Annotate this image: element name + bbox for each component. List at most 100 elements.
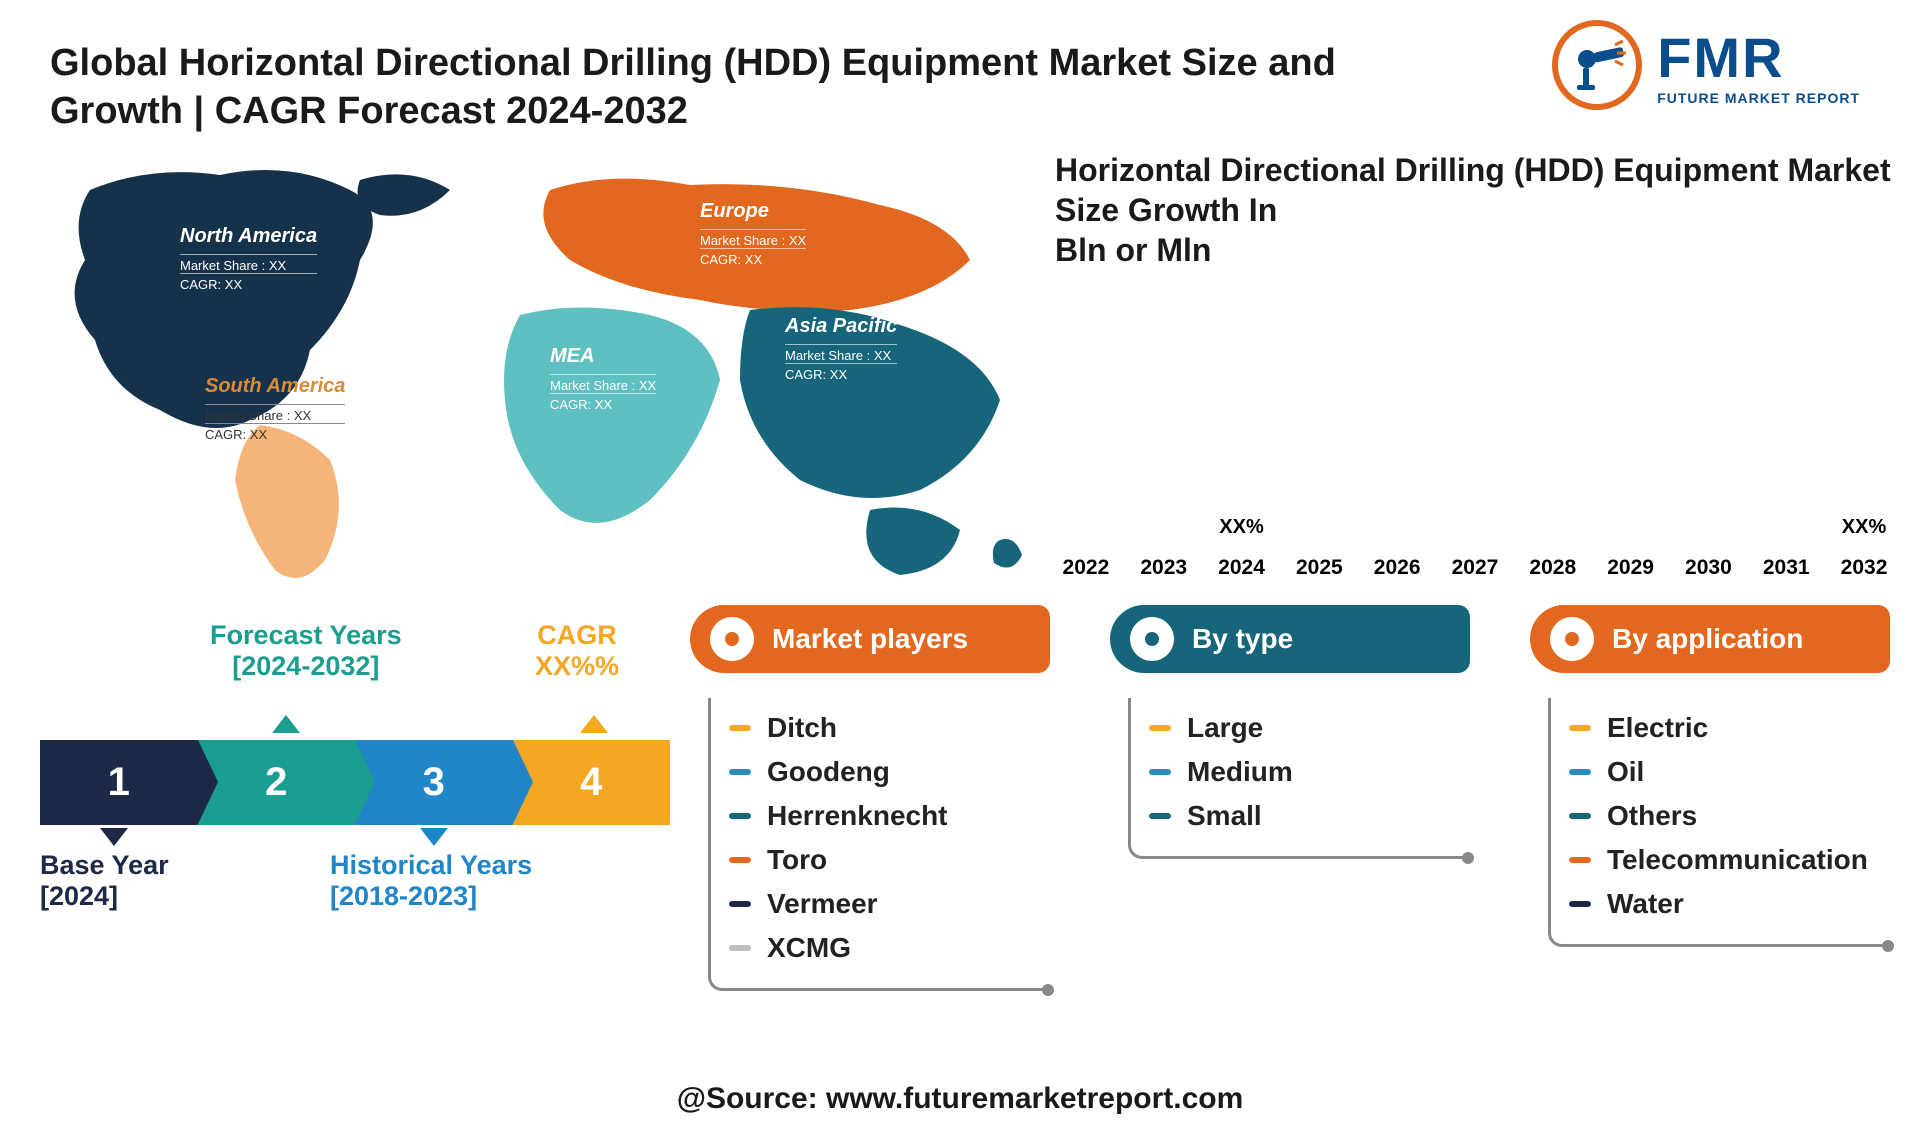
bullet-icon <box>729 857 751 863</box>
bar-x-label: 2032 <box>1841 556 1888 580</box>
list-item-label: Large <box>1187 712 1263 744</box>
category-title: By application <box>1612 623 1803 655</box>
timeline-step: 2 <box>198 740 356 825</box>
map-label-mea: MEA Market Share : XX CAGR: XX <box>550 345 656 412</box>
arrow-down-icon <box>100 828 128 846</box>
arrow-up-icon <box>272 715 300 733</box>
list-item-label: Others <box>1607 800 1697 832</box>
bullet-icon <box>1149 725 1171 731</box>
bar-x-label: 2029 <box>1607 556 1654 580</box>
timeline-step: 4 <box>513 740 671 825</box>
category-list: Electric Oil Others Telecommunication Water <box>1548 698 1890 947</box>
list-item-label: Medium <box>1187 756 1293 788</box>
bar-pct-label: XX% <box>1219 516 1263 539</box>
timeline-cagr: CAGR XX%% <box>535 620 619 682</box>
arrow-up-icon <box>580 715 608 733</box>
list-item: Medium <box>1149 750 1460 794</box>
category-list: Large Medium Small <box>1128 698 1470 859</box>
page-title: Global Horizontal Directional Drilling (… <box>50 40 1400 135</box>
arrow-down-icon <box>420 828 448 846</box>
category-title: By type <box>1192 623 1293 655</box>
source-attribution: @Source: www.futuremarketreport.com <box>0 1082 1920 1116</box>
chevron-right-icon <box>513 740 533 824</box>
chevron-right-icon <box>198 740 218 824</box>
list-item-label: Toro <box>767 844 827 876</box>
list-item: Telecommunication <box>1569 838 1880 882</box>
list-item-label: Water <box>1607 888 1684 920</box>
list-item: Goodeng <box>729 750 1040 794</box>
category-list: Ditch Goodeng Herrenknecht Toro Vermeer XCMG <box>708 698 1050 991</box>
bar-x-label: 2026 <box>1374 556 1421 580</box>
timeline: Forecast Years [2024-2032] CAGR XX%% 123… <box>40 620 670 920</box>
region-mea <box>504 308 720 523</box>
category-columns: Market players Ditch Goodeng Herrenknecht To… <box>690 605 1890 991</box>
list-item-label: Telecommunication <box>1607 844 1868 876</box>
bar-chart: Horizontal Directional Drilling (HDD) Eq… <box>1055 150 1895 590</box>
category-pill: By type <box>1110 605 1470 673</box>
timeline-step: 3 <box>355 740 513 825</box>
timeline-step: 1 <box>40 740 198 825</box>
bullet-icon <box>729 901 751 907</box>
map-label-na: North America Market Share : XX CAGR: XX <box>180 225 317 292</box>
bullet-icon <box>1149 769 1171 775</box>
list-item: XCMG <box>729 926 1040 970</box>
bullet-icon <box>1149 813 1171 819</box>
list-item: Vermeer <box>729 882 1040 926</box>
timeline-forecast: Forecast Years [2024-2032] <box>210 620 402 682</box>
list-item-label: Goodeng <box>767 756 890 788</box>
bar-x-label: 2030 <box>1685 556 1732 580</box>
list-item: Others <box>1569 794 1880 838</box>
pill-dot-icon <box>1130 617 1174 661</box>
bar-x-label: 2028 <box>1529 556 1576 580</box>
logo-text-sub: FUTURE MARKET REPORT <box>1657 90 1860 106</box>
list-item-label: Oil <box>1607 756 1644 788</box>
fmr-logo: FMR FUTURE MARKET REPORT <box>1552 20 1860 110</box>
telescope-icon <box>1552 20 1642 110</box>
list-item: Small <box>1149 794 1460 838</box>
list-item-label: Herrenknecht <box>767 800 948 832</box>
map-label-sa: South America Market Share : XX CAGR: XX <box>205 375 345 442</box>
region-south-america <box>235 425 339 578</box>
map-label-eu: Europe Market Share : XX CAGR: XX <box>700 200 806 267</box>
bullet-icon <box>729 813 751 819</box>
bar-x-label: 2025 <box>1296 556 1343 580</box>
timeline-historical: Historical Years [2018-2023] <box>330 850 532 912</box>
list-item: Electric <box>1569 706 1880 750</box>
list-item: Ditch <box>729 706 1040 750</box>
category-pill: By application <box>1530 605 1890 673</box>
category-column: By type Large Medium Small <box>1110 605 1470 991</box>
bar-x-label: 2027 <box>1452 556 1499 580</box>
bullet-icon <box>729 945 751 951</box>
bullet-icon <box>1569 901 1591 907</box>
list-item: Toro <box>729 838 1040 882</box>
bar-x-label: 2024 <box>1218 556 1265 580</box>
bullet-icon <box>729 769 751 775</box>
bullet-icon <box>1569 725 1591 731</box>
list-item: Herrenknecht <box>729 794 1040 838</box>
bar-pct-label: XX% <box>1842 516 1886 539</box>
list-item-label: Small <box>1187 800 1262 832</box>
bullet-icon <box>729 725 751 731</box>
category-column: By application Electric Oil Others Telecommu… <box>1530 605 1890 991</box>
list-item-label: Electric <box>1607 712 1708 744</box>
category-title: Market players <box>772 623 968 655</box>
chevron-right-icon <box>355 740 375 824</box>
bullet-icon <box>1569 857 1591 863</box>
timeline-base: Base Year [2024] <box>40 850 169 912</box>
pill-dot-icon <box>1550 617 1594 661</box>
bar-x-label: 2023 <box>1140 556 1187 580</box>
list-item-label: Vermeer <box>767 888 878 920</box>
list-item: Large <box>1149 706 1460 750</box>
list-item: Oil <box>1569 750 1880 794</box>
list-item: Water <box>1569 882 1880 926</box>
list-item-label: Ditch <box>767 712 837 744</box>
map-label-ap: Asia Pacific Market Share : XX CAGR: XX <box>785 315 897 382</box>
bullet-icon <box>1569 769 1591 775</box>
category-pill: Market players <box>690 605 1050 673</box>
bullet-icon <box>1569 813 1591 819</box>
category-column: Market players Ditch Goodeng Herrenknecht To… <box>690 605 1050 991</box>
pill-dot-icon <box>710 617 754 661</box>
logo-text-main: FMR <box>1657 25 1860 90</box>
world-map: North America Market Share : XX CAGR: XX… <box>50 150 1030 590</box>
bar-x-label: 2022 <box>1063 556 1110 580</box>
